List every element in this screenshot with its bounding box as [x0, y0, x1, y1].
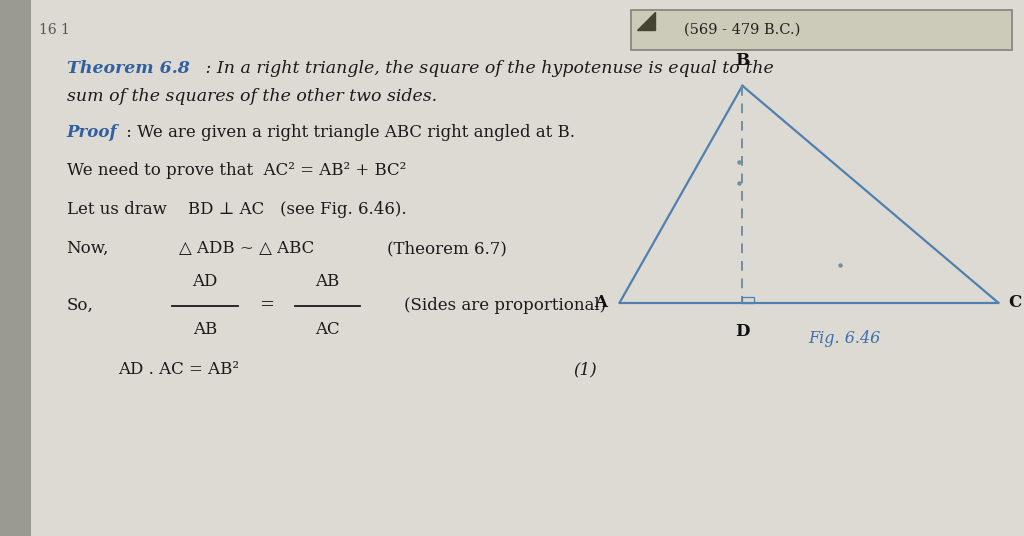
Text: (Theorem 6.7): (Theorem 6.7) — [387, 240, 507, 257]
Text: (1): (1) — [573, 361, 597, 378]
Text: AD . AC = AB²: AD . AC = AB² — [118, 361, 239, 378]
FancyBboxPatch shape — [31, 0, 1024, 536]
Text: sum of the squares of the other two sides.: sum of the squares of the other two side… — [67, 88, 436, 105]
Polygon shape — [637, 12, 655, 30]
Text: : We are given a right triangle ABC right angled at B.: : We are given a right triangle ABC righ… — [121, 124, 574, 142]
Text: We need to prove that  AC² = AB² + BC²: We need to prove that AC² = AB² + BC² — [67, 162, 406, 179]
Text: : In a right triangle, the square of the hypotenuse is equal to the: : In a right triangle, the square of the… — [200, 60, 773, 77]
Text: Let us draw    BD ⊥ AC   (see Fig. 6.46).: Let us draw BD ⊥ AC (see Fig. 6.46). — [67, 200, 407, 218]
Text: AD: AD — [193, 273, 217, 290]
Text: (569 - 479 B.C.): (569 - 479 B.C.) — [684, 23, 801, 37]
Text: AB: AB — [315, 273, 340, 290]
FancyBboxPatch shape — [631, 10, 1012, 50]
Text: =: = — [259, 296, 273, 315]
FancyBboxPatch shape — [0, 0, 36, 536]
Text: Fig. 6.46: Fig. 6.46 — [809, 330, 881, 347]
Text: B: B — [735, 51, 750, 69]
Text: (Sides are proportional): (Sides are proportional) — [404, 297, 606, 314]
Text: C: C — [1009, 294, 1022, 311]
Text: AC: AC — [315, 321, 340, 338]
Text: Now,: Now, — [67, 240, 109, 257]
Text: 16 1: 16 1 — [39, 23, 70, 37]
Text: Theorem 6.8: Theorem 6.8 — [67, 60, 189, 77]
Text: D: D — [735, 323, 750, 340]
Text: A: A — [594, 294, 607, 311]
Bar — [742, 297, 754, 303]
Text: AB: AB — [193, 321, 217, 338]
Text: △ ADB ~ △ ABC: △ ADB ~ △ ABC — [179, 240, 314, 257]
Text: So,: So, — [67, 297, 93, 314]
Text: Proof: Proof — [67, 124, 117, 142]
